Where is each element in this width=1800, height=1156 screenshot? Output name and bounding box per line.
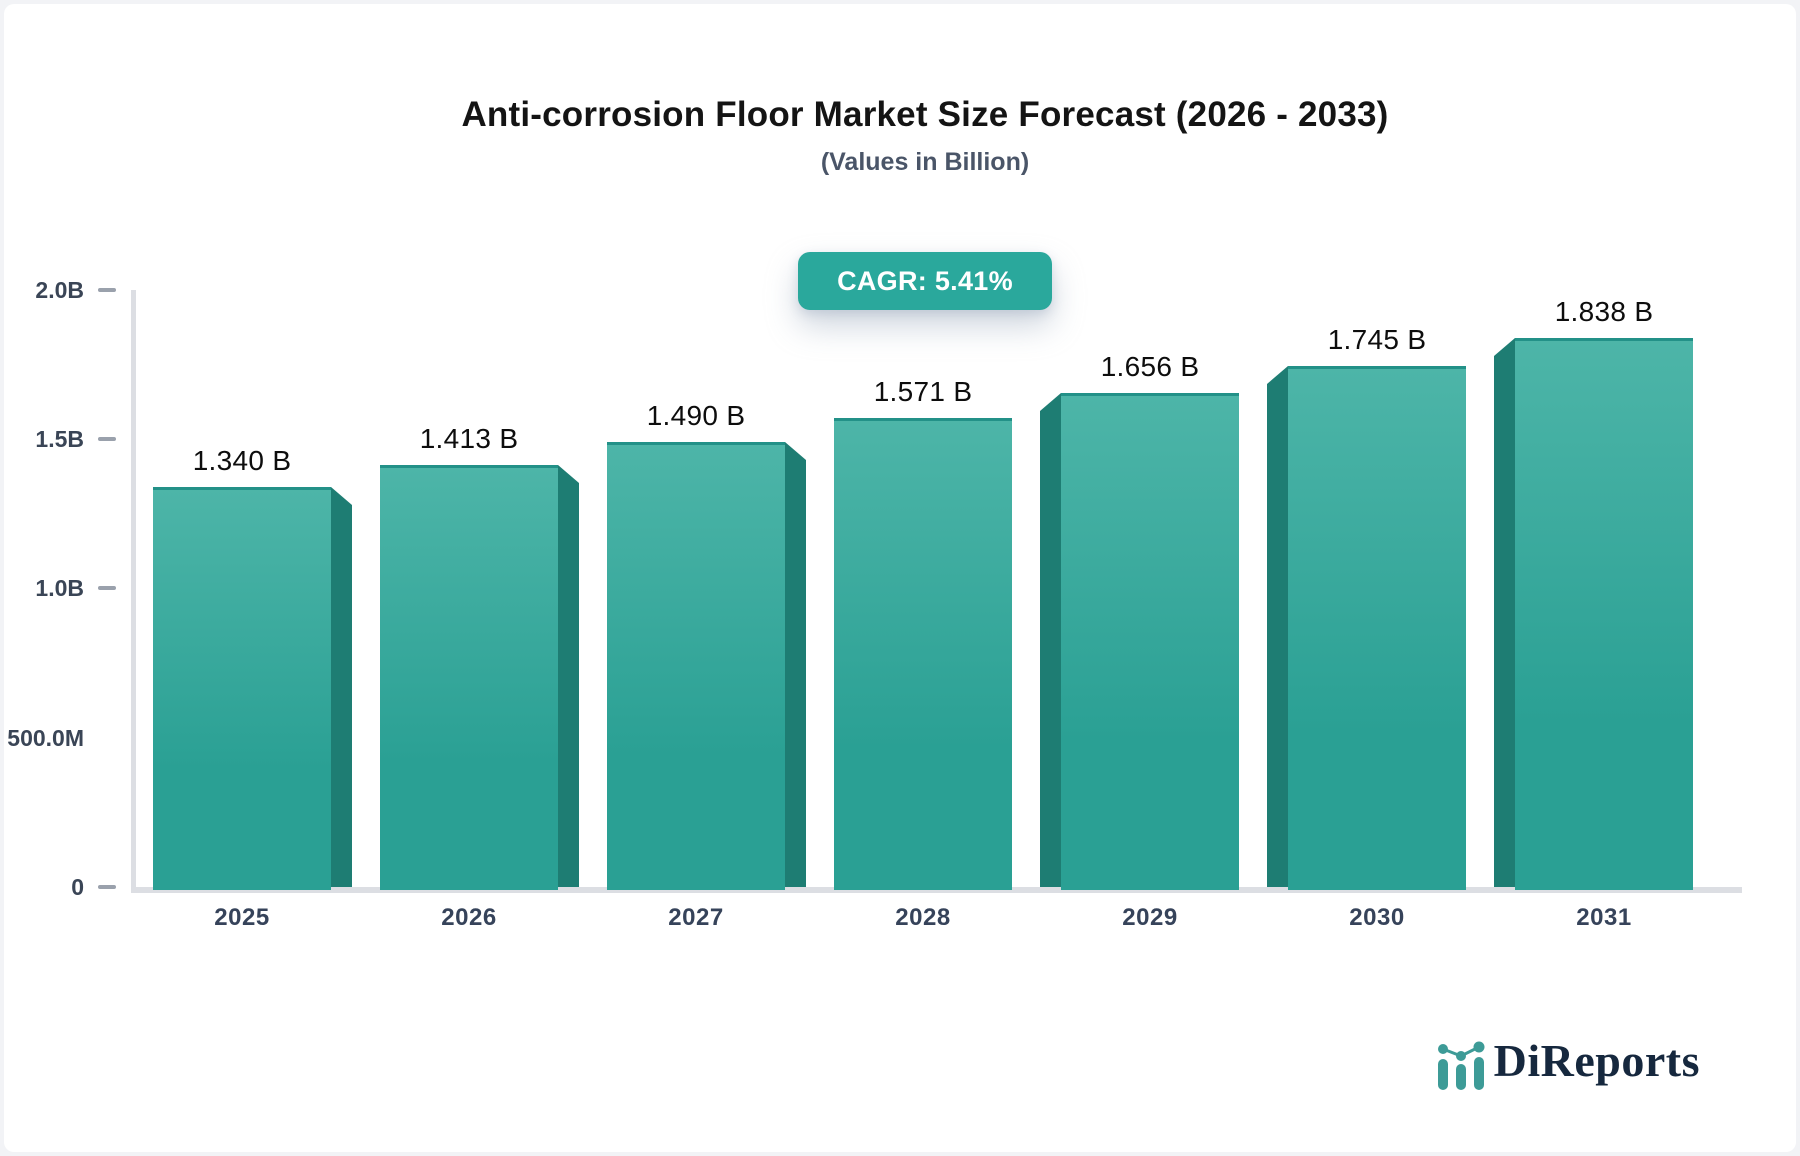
- bar-side-face: [785, 442, 806, 887]
- chart-card: Anti-corrosion Floor Market Size Forecas…: [4, 4, 1796, 1152]
- chart-subtitle: (Values in Billion): [820, 148, 1030, 176]
- x-axis-label-2030: 2030: [1349, 904, 1405, 931]
- bar-value-label: 1.656 B: [1100, 351, 1200, 382]
- chart-title: Anti-corrosion Floor Market Size Forecas…: [461, 95, 1389, 134]
- x-axis-label-2027: 2027: [668, 904, 724, 931]
- chart-stage: Anti-corrosion Floor Market Size Forecas…: [4, 4, 1796, 1152]
- direports-logo[interactable]: DiReports: [1436, 1028, 1700, 1094]
- y-axis-line: [131, 290, 136, 893]
- bar-side-face: [331, 487, 352, 887]
- bar-side-face: [1267, 366, 1288, 887]
- bar-value-label: 1.571 B: [873, 376, 973, 407]
- bar-side-face: [1040, 393, 1061, 887]
- bar-2026[interactable]: [380, 465, 558, 890]
- direports-logo-text: DiReports: [1493, 1035, 1700, 1086]
- bar-side-face: [1494, 338, 1515, 887]
- bar-side-face: [558, 465, 579, 887]
- bar-value-label: 1.340 B: [192, 445, 292, 476]
- mini-bar-chart-icon: [1437, 1041, 1485, 1090]
- y-axis-tick-mark: [98, 885, 116, 889]
- bar-value-label: 1.490 B: [646, 400, 746, 431]
- bar-2031[interactable]: [1515, 338, 1693, 890]
- x-axis-label-2028: 2028: [895, 904, 951, 931]
- y-axis-tick-mark: [98, 586, 116, 590]
- bar-2027[interactable]: [607, 442, 785, 890]
- x-axis-label-2031: 2031: [1576, 904, 1632, 931]
- y-axis-tick-mark: [98, 288, 116, 292]
- y-axis-tick-label: 2.0B: [35, 277, 84, 303]
- bar-2029[interactable]: [1061, 393, 1239, 890]
- bar-2030[interactable]: [1288, 366, 1466, 890]
- y-axis-tick-mark: [98, 437, 116, 441]
- bar-value-label: 1.745 B: [1327, 324, 1427, 355]
- bar-2025[interactable]: [153, 487, 331, 890]
- bar-value-label: 1.413 B: [419, 423, 519, 454]
- cagr-badge-label: CAGR: 5.41%: [837, 265, 1013, 296]
- x-axis-label-2026: 2026: [441, 904, 497, 931]
- cagr-badge: CAGR: 5.41%: [798, 252, 1052, 310]
- y-axis-tick-label: 0: [71, 874, 84, 900]
- bar-value-label: 1.838 B: [1554, 296, 1654, 327]
- x-axis-line: [131, 887, 1742, 893]
- x-axis-label-2025: 2025: [214, 904, 270, 931]
- y-axis-tick-label: 500.0M: [7, 725, 84, 751]
- y-axis-tick-label: 1.5B: [35, 426, 84, 452]
- x-axis-label-2029: 2029: [1122, 904, 1178, 931]
- bar-2028[interactable]: [834, 418, 1012, 890]
- y-axis-tick-label: 1.0B: [35, 575, 84, 601]
